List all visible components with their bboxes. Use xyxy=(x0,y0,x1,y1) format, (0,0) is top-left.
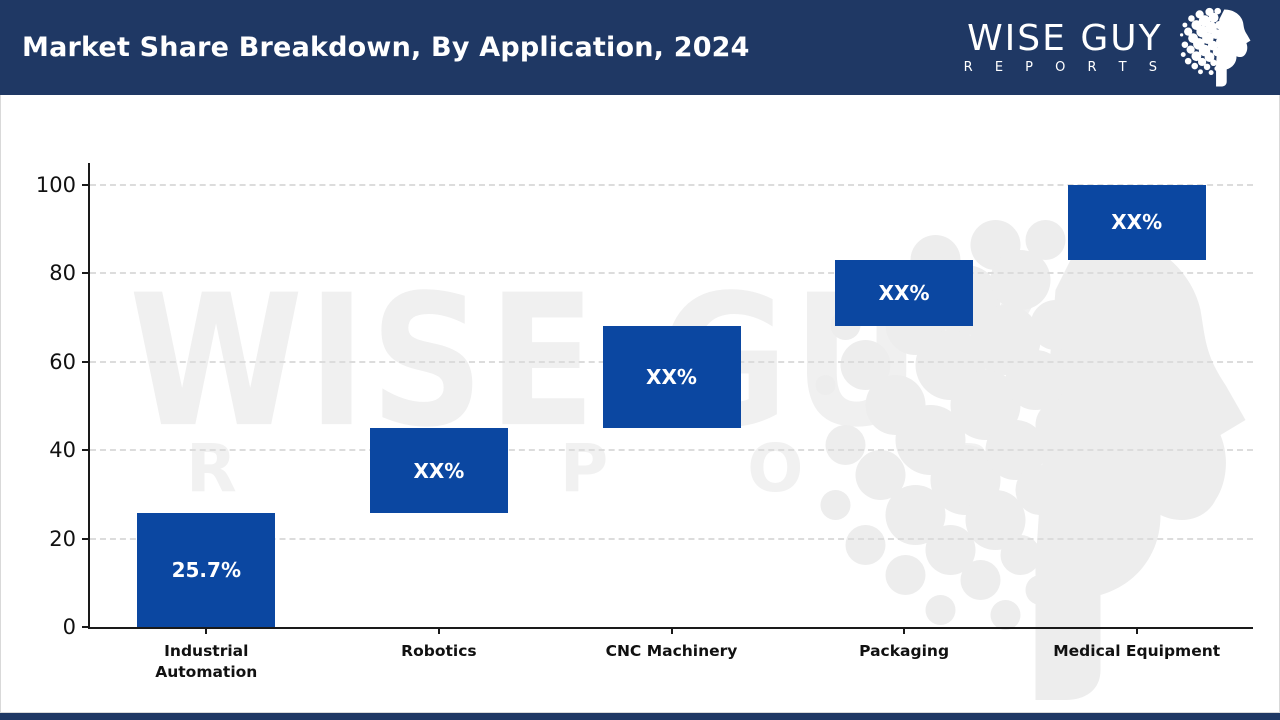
y-tick-label-100: 100 xyxy=(35,172,76,197)
x-tick-label-packaging: Packaging xyxy=(859,642,950,660)
bar-value-label-industrial-automation: 25.7% xyxy=(171,558,241,583)
bar-cnc-machinery: XX% xyxy=(602,326,741,428)
x-tick-label-cnc-machinery: CNC Machinery xyxy=(605,642,738,660)
y-tick-label-60: 60 xyxy=(49,349,76,374)
bar-value-label-cnc-machinery: XX% xyxy=(646,364,697,389)
x-tick-label-medical-equipment: Medical Equipment xyxy=(1053,642,1221,660)
footer-band xyxy=(0,713,1280,720)
gridline-20 xyxy=(90,537,1253,540)
wise-guy-logo: WISE GUY R E P O R T S xyxy=(964,7,1258,89)
bar-industrial-automation: 25.7% xyxy=(137,513,276,627)
page-title: Market Share Breakdown, By Application, … xyxy=(22,32,750,63)
x-tick-mark-cnc-machinery xyxy=(670,628,673,634)
x-tick-mark-packaging xyxy=(903,628,906,634)
y-tick-mark-60 xyxy=(82,360,90,363)
x-tick-mark-industrial-automation xyxy=(205,628,208,634)
watermark-head-icon xyxy=(815,220,1246,700)
y-tick-mark-20 xyxy=(82,537,90,540)
y-tick-label-80: 80 xyxy=(49,261,76,285)
y-tick-mark-40 xyxy=(82,449,90,451)
bar-medical-equipment: XX% xyxy=(1067,184,1206,260)
gridline-40 xyxy=(90,449,1253,451)
y-axis-line xyxy=(88,163,90,629)
x-tick-label-robotics: Robotics xyxy=(401,642,477,660)
y-tick-label-40: 40 xyxy=(49,438,76,462)
logo-subtitle: R E P O R T S xyxy=(963,59,1166,75)
y-tick-label-20: 20 xyxy=(49,526,76,551)
header-band: Market Share Breakdown, By Application, … xyxy=(0,0,1280,95)
y-tick-mark-80 xyxy=(82,272,90,274)
x-axis-line xyxy=(88,627,1253,629)
gridline-100 xyxy=(90,183,1253,186)
bar-robotics: XX% xyxy=(369,427,508,514)
y-tick-label-0: 0 xyxy=(62,615,76,639)
y-tick-mark-0 xyxy=(82,626,90,628)
y-tick-mark-100 xyxy=(82,183,90,186)
logo-text: WISE GUY R E P O R T S xyxy=(963,17,1166,75)
bar-value-label-medical-equipment: XX% xyxy=(1111,210,1163,235)
x-tick-mark-medical-equipment xyxy=(1135,628,1138,634)
gridline-80 xyxy=(90,272,1253,274)
x-tick-label-industrial-automation: Industrial Automation xyxy=(155,642,258,681)
logo-wordmark: WISE GUY xyxy=(967,17,1163,59)
bar-value-label-robotics: XX% xyxy=(413,458,465,483)
bar-packaging: XX% xyxy=(835,259,974,327)
x-tick-mark-robotics xyxy=(437,628,440,634)
bar-value-label-packaging: XX% xyxy=(878,280,930,305)
dotted-head-profile-icon xyxy=(1179,7,1251,87)
